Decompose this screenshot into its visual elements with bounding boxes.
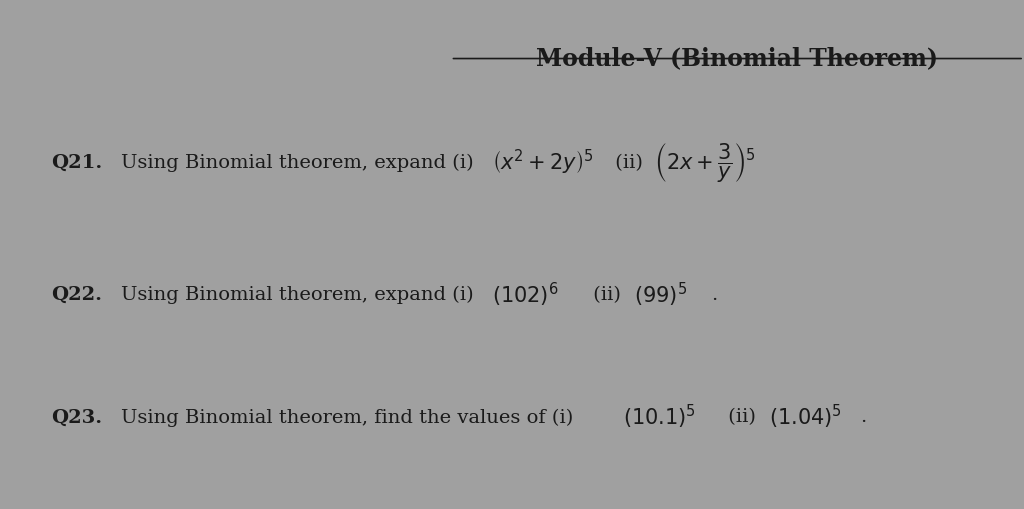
Text: $\left(x^{2}+2y\right)^{5}$: $\left(x^{2}+2y\right)^{5}$ [492, 148, 593, 178]
Text: (ii): (ii) [587, 286, 627, 304]
Text: $\left(2x+\dfrac{3}{y}\right)^{5}$: $\left(2x+\dfrac{3}{y}\right)^{5}$ [654, 142, 757, 184]
Text: Q23.: Q23. [51, 408, 102, 427]
Text: $\left(102\right)^{6}$: $\left(102\right)^{6}$ [492, 281, 558, 309]
Text: .: . [711, 286, 717, 304]
Text: .: . [860, 408, 866, 427]
Text: Q21.: Q21. [51, 154, 102, 172]
Text: Module-V (Binomial Theorem): Module-V (Binomial Theorem) [537, 46, 938, 70]
Text: $\left(10.1\right)^{5}$: $\left(10.1\right)^{5}$ [623, 403, 695, 432]
Text: (ii): (ii) [609, 154, 649, 172]
Text: Using Binomial theorem, expand (i): Using Binomial theorem, expand (i) [121, 286, 479, 304]
Text: $\left(1.04\right)^{5}$: $\left(1.04\right)^{5}$ [769, 403, 842, 432]
Text: (ii): (ii) [722, 408, 762, 427]
Text: Q22.: Q22. [51, 286, 102, 304]
Text: $\left(99\right)^{5}$: $\left(99\right)^{5}$ [634, 281, 687, 309]
Text: Using Binomial theorem, find the values of (i): Using Binomial theorem, find the values … [121, 408, 580, 427]
Text: Using Binomial theorem, expand (i): Using Binomial theorem, expand (i) [121, 154, 479, 172]
